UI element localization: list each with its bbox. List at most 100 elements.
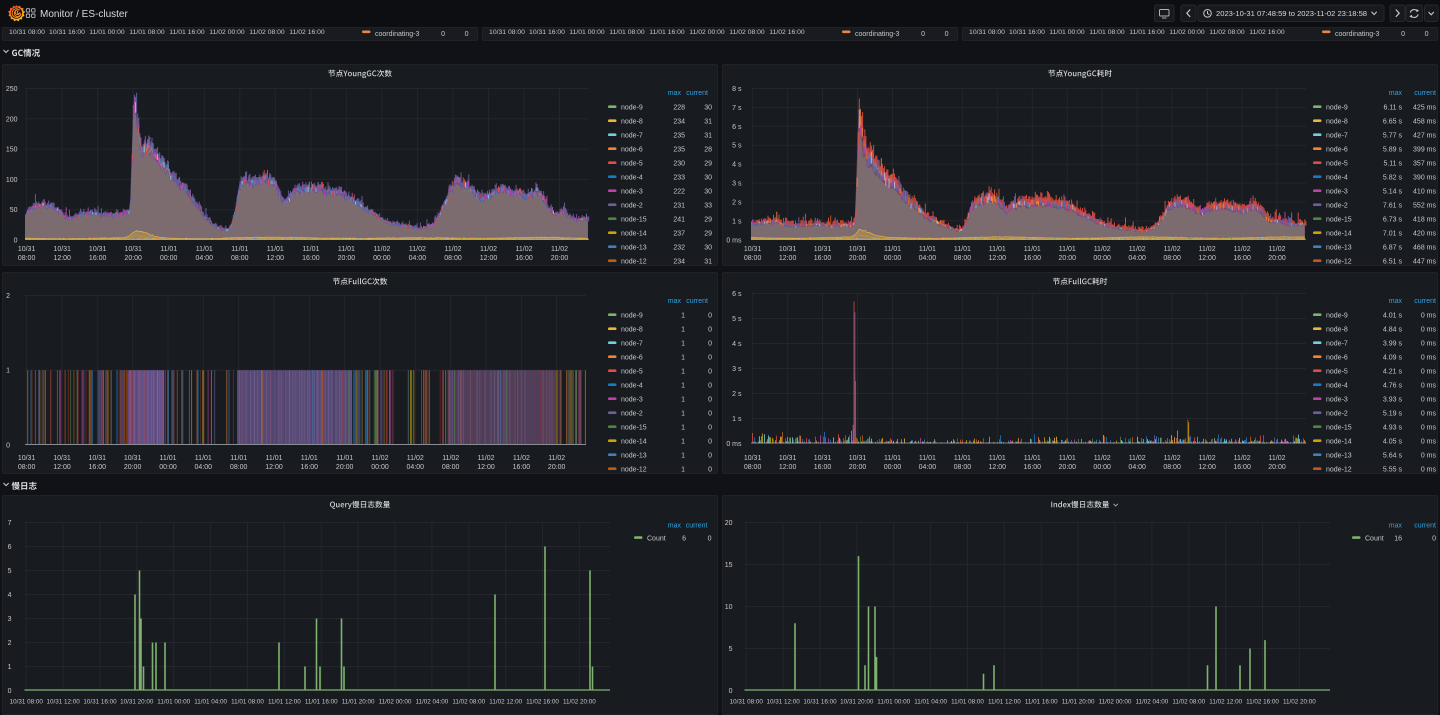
svg-text:node-12: node-12 — [621, 467, 647, 474]
svg-text:418 ms: 418 ms — [1413, 217, 1436, 224]
svg-text:11/01 00:00: 11/01 00:00 — [157, 699, 190, 706]
svg-text:11/02: 11/02 — [1094, 246, 1111, 253]
svg-text:4.84 s: 4.84 s — [1383, 327, 1403, 334]
svg-text:12:00: 12:00 — [53, 464, 71, 471]
svg-text:11/02: 11/02 — [372, 455, 389, 462]
svg-text:11/01 00:00: 11/01 00:00 — [1049, 29, 1085, 36]
svg-text:250: 250 — [6, 86, 18, 93]
svg-text:5 s: 5 s — [732, 316, 742, 323]
svg-text:11/02: 11/02 — [373, 246, 390, 253]
svg-text:node-4: node-4 — [1326, 175, 1348, 182]
svg-text:11/01 00:00: 11/01 00:00 — [89, 29, 125, 36]
svg-text:8 s: 8 s — [732, 86, 742, 93]
svg-text:11/02: 11/02 — [480, 246, 497, 253]
svg-text:11/01 08:00: 11/01 08:00 — [951, 699, 984, 706]
svg-text:16:00: 16:00 — [513, 464, 531, 471]
svg-text:08:00: 08:00 — [744, 464, 762, 471]
svg-text:coordinating-3: coordinating-3 — [855, 31, 899, 38]
svg-text:1 s: 1 s — [732, 416, 742, 423]
svg-text:12:00: 12:00 — [265, 464, 283, 471]
svg-text:08:00: 08:00 — [442, 464, 460, 471]
svg-text:16: 16 — [1394, 535, 1402, 542]
svg-text:current: current — [686, 523, 708, 530]
svg-text:5.89 s: 5.89 s — [1383, 147, 1403, 154]
svg-text:20:00: 20:00 — [338, 255, 356, 262]
svg-text:12:00: 12:00 — [989, 255, 1007, 262]
svg-text:447 ms: 447 ms — [1413, 259, 1436, 266]
svg-text:1: 1 — [8, 664, 12, 671]
svg-text:10/31 16:00: 10/31 16:00 — [1009, 29, 1045, 36]
svg-text:11/01 08:00: 11/01 08:00 — [1089, 29, 1125, 36]
svg-text:0: 0 — [708, 313, 712, 320]
svg-text:node-6: node-6 — [621, 355, 643, 362]
svg-text:552 ms: 552 ms — [1413, 203, 1436, 210]
svg-text:241: 241 — [673, 217, 685, 224]
svg-text:468 ms: 468 ms — [1413, 245, 1436, 252]
svg-text:11/02 16:00: 11/02 16:00 — [289, 29, 325, 36]
svg-text:11/02: 11/02 — [1199, 246, 1216, 253]
svg-text:1: 1 — [681, 425, 685, 432]
svg-text:30: 30 — [704, 189, 712, 196]
svg-text:1: 1 — [681, 327, 685, 334]
svg-text:node-7: node-7 — [621, 133, 643, 140]
svg-text:0 ms: 0 ms — [1421, 313, 1437, 320]
svg-text:node-14: node-14 — [1326, 231, 1352, 238]
svg-text:11/02 00:00: 11/02 00:00 — [1169, 29, 1205, 36]
svg-text:0: 0 — [708, 467, 712, 474]
svg-text:1: 1 — [681, 439, 685, 446]
svg-text:00:00: 00:00 — [373, 255, 391, 262]
svg-text:0 ms: 0 ms — [1421, 425, 1437, 432]
svg-text:11/01: 11/01 — [884, 455, 901, 462]
svg-text:30: 30 — [704, 245, 712, 252]
svg-text:node-8: node-8 — [1326, 327, 1348, 334]
svg-text:11/02: 11/02 — [1234, 455, 1251, 462]
svg-text:0 ms: 0 ms — [1421, 467, 1437, 474]
svg-text:4 s: 4 s — [732, 162, 742, 169]
svg-text:11/01: 11/01 — [301, 455, 318, 462]
svg-text:28: 28 — [704, 147, 712, 154]
svg-text:7.61 s: 7.61 s — [1383, 203, 1403, 210]
svg-text:11/02 08:00: 11/02 08:00 — [1209, 29, 1245, 36]
svg-text:node-5: node-5 — [1326, 161, 1348, 168]
svg-text:15: 15 — [725, 562, 733, 569]
svg-text:04:00: 04:00 — [1128, 255, 1146, 262]
svg-text:current: current — [1414, 90, 1436, 97]
svg-text:node-13: node-13 — [1326, 453, 1352, 460]
svg-text:coordinating-3: coordinating-3 — [1335, 31, 1379, 38]
svg-text:11/01: 11/01 — [336, 455, 353, 462]
svg-text:16:00: 16:00 — [302, 255, 320, 262]
svg-text:08:00: 08:00 — [18, 255, 36, 262]
svg-text:6.51 s: 6.51 s — [1383, 259, 1403, 266]
svg-text:0 ms: 0 ms — [1421, 453, 1437, 460]
svg-text:node-5: node-5 — [1326, 369, 1348, 376]
svg-text:11/01: 11/01 — [919, 246, 936, 253]
svg-text:11/01: 11/01 — [302, 246, 319, 253]
svg-text:20:00: 20:00 — [336, 464, 354, 471]
svg-text:00:00: 00:00 — [160, 255, 178, 262]
svg-text:11/02: 11/02 — [1129, 246, 1146, 253]
svg-text:231: 231 — [673, 203, 685, 210]
svg-text:node-9: node-9 — [621, 313, 643, 320]
svg-text:00:00: 00:00 — [1093, 255, 1111, 262]
svg-text:0: 0 — [921, 31, 925, 38]
svg-text:11/02: 11/02 — [407, 455, 424, 462]
svg-text:11/02 12:00: 11/02 12:00 — [489, 699, 522, 706]
svg-text:0: 0 — [8, 688, 12, 695]
svg-text:11/01 12:00: 11/01 12:00 — [268, 699, 301, 706]
svg-text:node-3: node-3 — [1326, 189, 1348, 196]
svg-text:node-14: node-14 — [1326, 439, 1352, 446]
svg-text:20: 20 — [725, 520, 733, 527]
svg-text:current: current — [686, 298, 708, 305]
svg-text:12:00: 12:00 — [1198, 464, 1216, 471]
svg-text:0: 0 — [708, 327, 712, 334]
svg-text:0: 0 — [1401, 31, 1405, 38]
svg-text:4.93 s: 4.93 s — [1383, 425, 1403, 432]
svg-text:10/31 08:00: 10/31 08:00 — [10, 699, 44, 706]
svg-text:16:00: 16:00 — [1233, 255, 1251, 262]
svg-text:10/31 16:00: 10/31 16:00 — [803, 699, 837, 706]
svg-text:29: 29 — [704, 231, 712, 238]
svg-text:16:00: 16:00 — [515, 255, 533, 262]
svg-text:12:00: 12:00 — [779, 255, 797, 262]
svg-text:node-15: node-15 — [621, 217, 647, 224]
svg-text:0: 0 — [708, 411, 712, 418]
